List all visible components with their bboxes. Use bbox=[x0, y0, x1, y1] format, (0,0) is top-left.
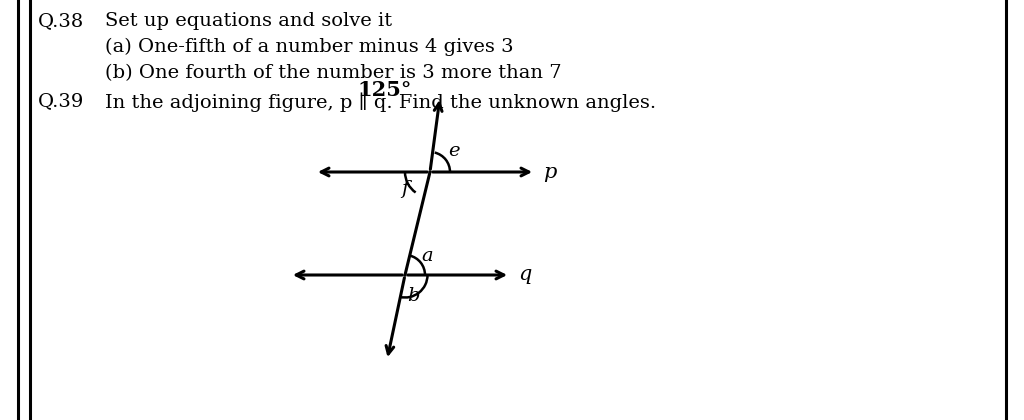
Text: f: f bbox=[400, 180, 408, 198]
Text: In the adjoining figure, p ∥ q. Find the unknown angles.: In the adjoining figure, p ∥ q. Find the… bbox=[105, 92, 656, 112]
Text: 125°: 125° bbox=[357, 80, 412, 100]
Text: a: a bbox=[421, 247, 432, 265]
Text: q: q bbox=[518, 265, 531, 284]
Text: e: e bbox=[449, 142, 460, 160]
Text: p: p bbox=[543, 163, 556, 181]
Text: b: b bbox=[407, 287, 420, 305]
Text: Set up equations and solve it: Set up equations and solve it bbox=[105, 12, 392, 30]
Text: Q.38: Q.38 bbox=[38, 12, 84, 30]
Text: (b) One fourth of the number is 3 more than 7: (b) One fourth of the number is 3 more t… bbox=[105, 64, 561, 82]
Text: (a) One-fifth of a number minus 4 gives 3: (a) One-fifth of a number minus 4 gives … bbox=[105, 38, 514, 56]
Text: Q.39: Q.39 bbox=[38, 92, 84, 110]
